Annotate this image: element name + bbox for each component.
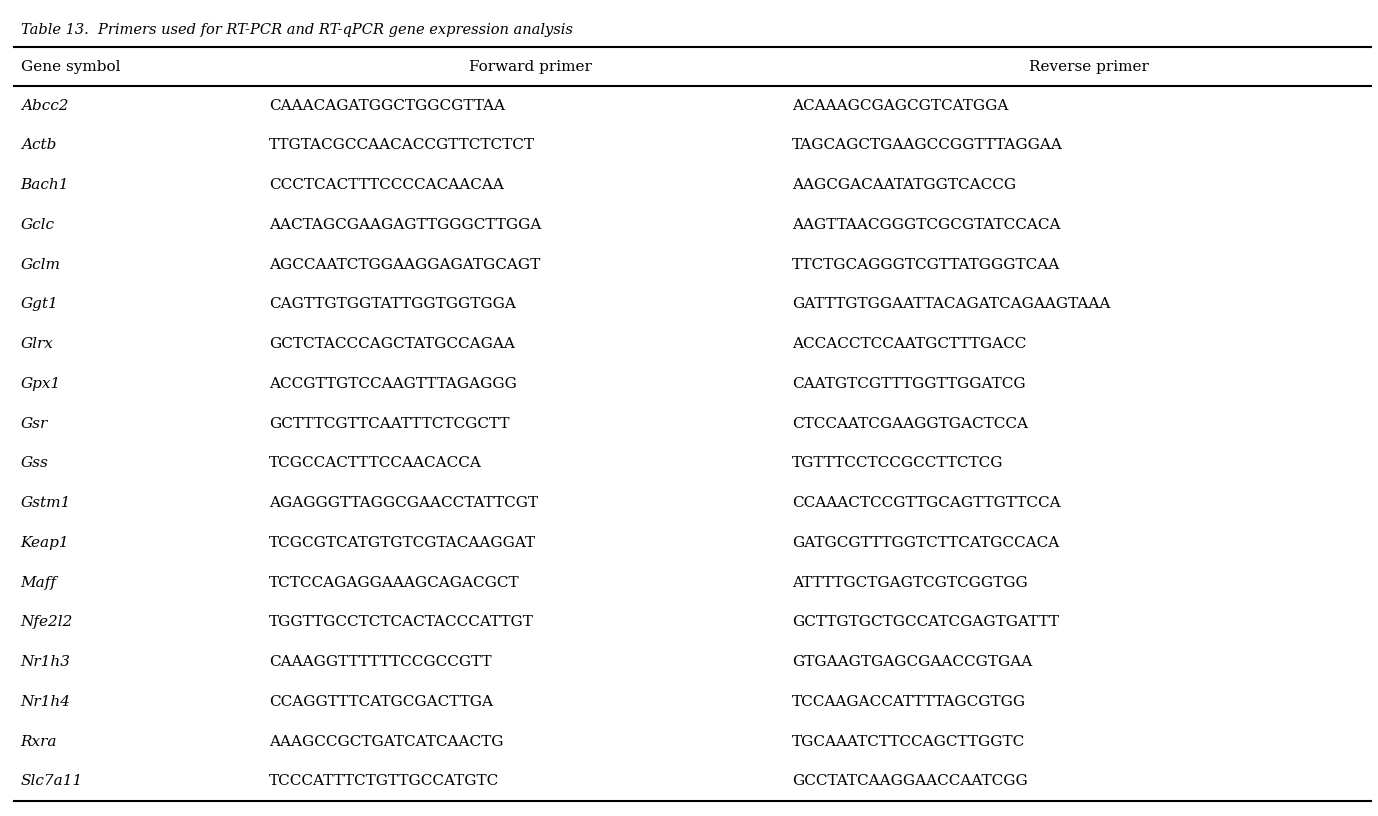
Text: AAGTTAACGGGTCGCGTATCCACA: AAGTTAACGGGTCGCGTATCCACA (792, 218, 1061, 232)
Text: ACCACCTCCAATGCTTTGACC: ACCACCTCCAATGCTTTGACC (792, 337, 1027, 351)
Text: Gpx1: Gpx1 (21, 377, 61, 391)
Text: CAGTTGTGGTATTGGTGGTGGA: CAGTTGTGGTATTGGTGGTGGA (269, 297, 515, 312)
Text: CCCTCACTTTCCCCACAACAA: CCCTCACTTTCCCCACAACAA (269, 178, 503, 192)
Text: ACCGTTGTCCAAGTTTAGAGGG: ACCGTTGTCCAAGTTTAGAGGG (269, 377, 517, 391)
Text: Table 13.  Primers used for RT-PCR and RT-qPCR gene expression analysis: Table 13. Primers used for RT-PCR and RT… (21, 23, 572, 37)
Text: Forward primer: Forward primer (469, 60, 593, 73)
Text: Reverse primer: Reverse primer (1029, 60, 1148, 73)
Text: CTCCAATCGAAGGTGACTCCA: CTCCAATCGAAGGTGACTCCA (792, 417, 1028, 431)
Text: TGCAAATCTTCCAGCTTGGTC: TGCAAATCTTCCAGCTTGGTC (792, 734, 1025, 748)
Text: TTGTACGCCAACACCGTTCTCTCT: TTGTACGCCAACACCGTTCTCTCT (269, 139, 535, 153)
Text: Actb: Actb (21, 139, 56, 153)
Text: ACAAAGCGAGCGTCATGGA: ACAAAGCGAGCGTCATGGA (792, 99, 1009, 113)
Text: Bach1: Bach1 (21, 178, 69, 192)
Text: Maff: Maff (21, 575, 56, 590)
Text: Gstm1: Gstm1 (21, 496, 72, 510)
Text: Gene symbol: Gene symbol (21, 60, 120, 73)
Text: Gsr: Gsr (21, 417, 48, 431)
Text: TTCTGCAGGGTCGTTATGGGTCAA: TTCTGCAGGGTCGTTATGGGTCAA (792, 258, 1061, 272)
Text: CAAAGGTTTTTTCCGCCGTT: CAAAGGTTTTTTCCGCCGTT (269, 655, 492, 669)
Text: TCTCCAGAGGAAAGCAGACGCT: TCTCCAGAGGAAAGCAGACGCT (269, 575, 520, 590)
Text: GCTCTACCCAGCTATGCCAGAA: GCTCTACCCAGCTATGCCAGAA (269, 337, 514, 351)
Text: CCAAACTCCGTTGCAGTTGTTCCA: CCAAACTCCGTTGCAGTTGTTCCA (792, 496, 1061, 510)
Text: AAAGCCGCTGATCATCAACTG: AAAGCCGCTGATCATCAACTG (269, 734, 503, 748)
Text: GCTTGTGCTGCCATCGAGTGATTT: GCTTGTGCTGCCATCGAGTGATTT (792, 615, 1060, 629)
Text: ATTTTGCTGAGTCGTCGGTGG: ATTTTGCTGAGTCGTCGGTGG (792, 575, 1028, 590)
Text: GTGAAGTGAGCGAACCGTGAA: GTGAAGTGAGCGAACCGTGAA (792, 655, 1032, 669)
Text: TCGCCACTTTCCAACACCA: TCGCCACTTTCCAACACCA (269, 456, 481, 470)
Text: Abcc2: Abcc2 (21, 99, 68, 113)
Text: GCTTTCGTTCAATTTCTCGCTT: GCTTTCGTTCAATTTCTCGCTT (269, 417, 510, 431)
Text: Gclm: Gclm (21, 258, 61, 272)
Text: Ggt1: Ggt1 (21, 297, 58, 312)
Text: CAAACAGATGGCTGGCGTTAA: CAAACAGATGGCTGGCGTTAA (269, 99, 504, 113)
Text: CCAGGTTTCATGCGACTTGA: CCAGGTTTCATGCGACTTGA (269, 695, 493, 709)
Text: Glrx: Glrx (21, 337, 54, 351)
Text: TAGCAGCTGAAGCCGGTTTAGGAA: TAGCAGCTGAAGCCGGTTTAGGAA (792, 139, 1064, 153)
Text: AACTAGCGAAGAGTTGGGCTTGGA: AACTAGCGAAGAGTTGGGCTTGGA (269, 218, 542, 232)
Text: GATTTGTGGAATTACAGATCAGAAGTAAA: GATTTGTGGAATTACAGATCAGAAGTAAA (792, 297, 1111, 312)
Text: AGCCAATCTGGAAGGAGATGCAGT: AGCCAATCTGGAAGGAGATGCAGT (269, 258, 540, 272)
Text: TGGTTGCCTCTCACTACCCATTGT: TGGTTGCCTCTCACTACCCATTGT (269, 615, 533, 629)
Text: Gss: Gss (21, 456, 48, 470)
Text: AAGCGACAATATGGTCACCG: AAGCGACAATATGGTCACCG (792, 178, 1017, 192)
Text: Slc7a11: Slc7a11 (21, 774, 83, 788)
Text: TCGCGTCATGTGTCGTACAAGGAT: TCGCGTCATGTGTCGTACAAGGAT (269, 536, 536, 550)
Text: TCCAAGACCATTTTAGCGTGG: TCCAAGACCATTTTAGCGTGG (792, 695, 1027, 709)
Text: Nr1h4: Nr1h4 (21, 695, 70, 709)
Text: GATGCGTTTGGTCTTCATGCCACA: GATGCGTTTGGTCTTCATGCCACA (792, 536, 1060, 550)
Text: AGAGGGTTAGGCGAACCTATTCGT: AGAGGGTTAGGCGAACCTATTCGT (269, 496, 537, 510)
Text: Keap1: Keap1 (21, 536, 69, 550)
Text: CAATGTCGTTTGGTTGGATCG: CAATGTCGTTTGGTTGGATCG (792, 377, 1027, 391)
Text: Rxra: Rxra (21, 734, 56, 748)
Text: GCCTATCAAGGAACCAATCGG: GCCTATCAAGGAACCAATCGG (792, 774, 1028, 788)
Text: Nfe2l2: Nfe2l2 (21, 615, 73, 629)
Text: Nr1h3: Nr1h3 (21, 655, 70, 669)
Text: Gclc: Gclc (21, 218, 55, 232)
Text: TGTTTCCTCCGCCTTCTCG: TGTTTCCTCCGCCTTCTCG (792, 456, 1003, 470)
Text: TCCCATTTCTGTTGCCATGTC: TCCCATTTCTGTTGCCATGTC (269, 774, 499, 788)
